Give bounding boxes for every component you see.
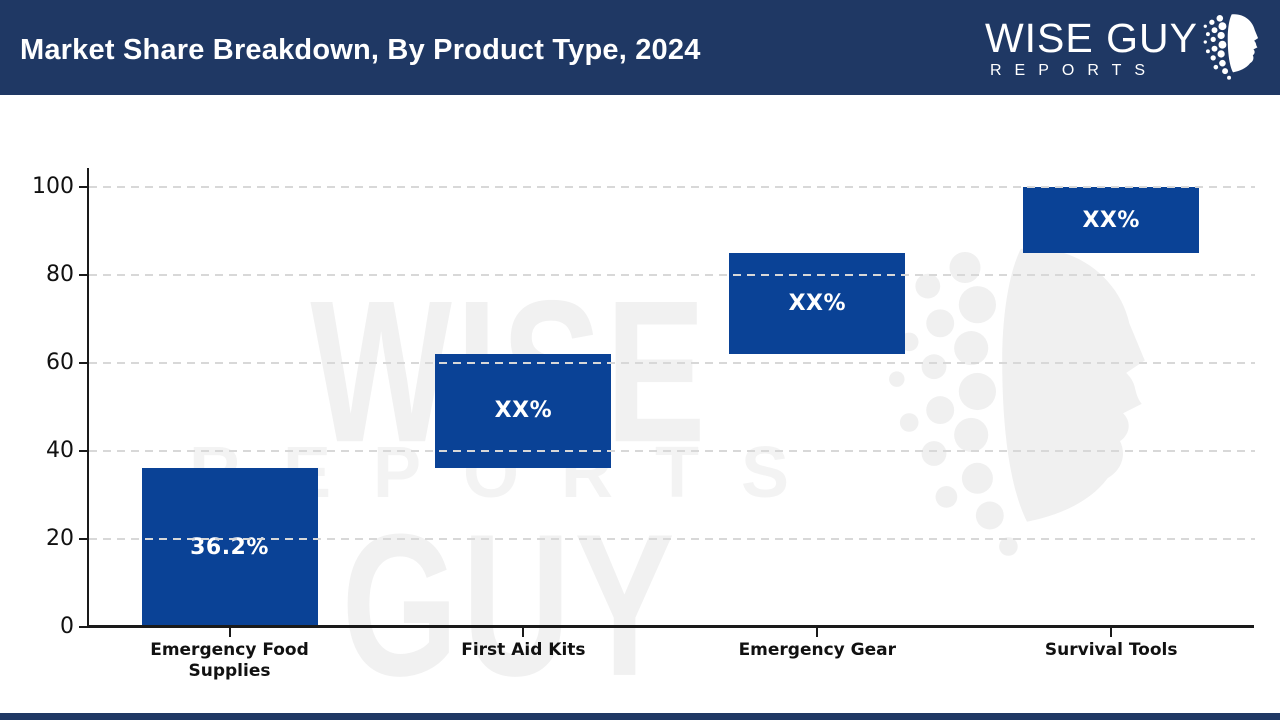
- wiseguy-logo-text: WISE GUY REPORTS: [985, 17, 1198, 80]
- bar-segment: 36.2%: [141, 467, 318, 627]
- bar-value-label: XX%: [1082, 207, 1140, 233]
- y-tick-label: 20: [46, 526, 74, 551]
- bar-segment: XX%: [729, 253, 906, 355]
- y-tick-label: 0: [60, 614, 74, 639]
- y-tick-label: 40: [46, 438, 74, 463]
- logo-dotted-head-icon: [1203, 14, 1259, 80]
- y-tick-mark: [79, 450, 87, 452]
- logo-subtitle: REPORTS: [989, 61, 1159, 79]
- gridline: [89, 362, 1255, 364]
- y-tick-mark: [79, 274, 87, 276]
- y-tick-mark: [79, 186, 87, 188]
- watermark-dotted-head-icon: [889, 248, 1145, 556]
- x-tick-mark: [816, 628, 819, 637]
- gridline: [89, 186, 1255, 188]
- gridline: [89, 538, 1255, 540]
- wiseguy-logo: WISE GUY REPORTS: [985, 6, 1266, 90]
- gridline: [89, 450, 1255, 452]
- watermark-wordmark: WISE GUY: [310, 258, 705, 719]
- y-tick-mark: [79, 362, 87, 364]
- x-category-label: Emergency Gear: [738, 640, 897, 660]
- bar-value-label: XX%: [494, 398, 553, 424]
- bar-segment: XX%: [435, 354, 612, 468]
- x-tick-mark: [1110, 628, 1113, 637]
- y-tick-label: 100: [32, 174, 74, 199]
- x-tick-mark: [522, 628, 525, 637]
- chart-title: Market Share Breakdown, By Product Type,…: [20, 34, 701, 66]
- x-category-label: Emergency Food Supplies: [150, 640, 309, 681]
- y-tick-mark: [79, 538, 87, 540]
- y-tick-mark: [79, 626, 87, 628]
- header-bar: Market Share Breakdown, By Product Type,…: [0, 0, 1280, 95]
- x-category-label: First Aid Kits: [461, 640, 586, 660]
- bar-segment: XX%: [1023, 187, 1200, 253]
- y-tick-label: 80: [46, 262, 74, 287]
- gridline: [89, 274, 1255, 276]
- footer-bar: [0, 713, 1280, 720]
- x-axis-line: [87, 625, 1254, 628]
- bar-value-label: XX%: [788, 291, 847, 317]
- x-tick-mark: [228, 628, 231, 637]
- x-category-label: Survival Tools: [1044, 640, 1178, 660]
- logo-wordmark: WISE GUY: [984, 14, 1198, 61]
- y-tick-label: 60: [46, 350, 74, 375]
- y-axis-line: [87, 168, 89, 627]
